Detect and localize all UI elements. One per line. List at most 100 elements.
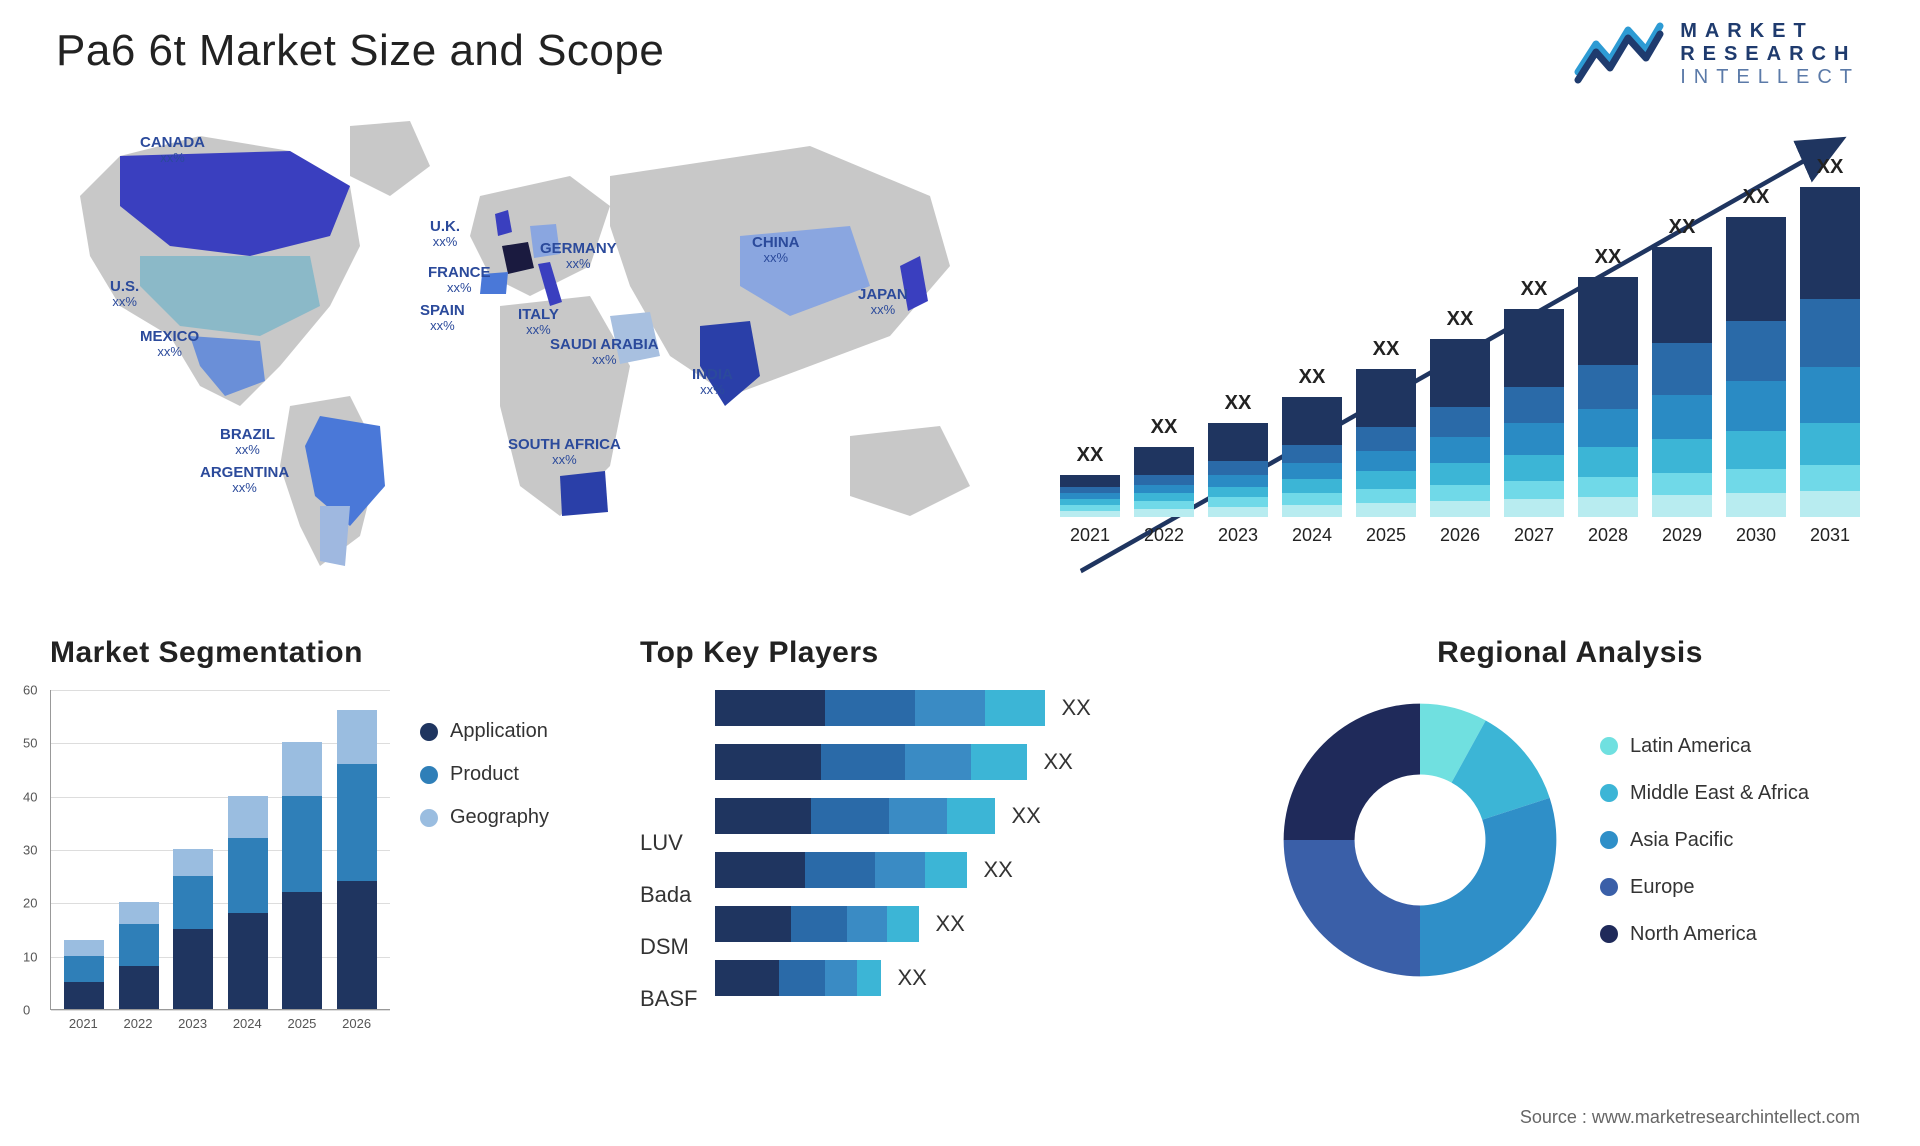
growth-bar-segment: [1208, 461, 1268, 475]
key-player-bar-row: XX: [715, 960, 1090, 996]
segmentation-bar-segment: [64, 940, 104, 956]
donut-legend-item: North America: [1600, 923, 1809, 946]
segmentation-bar-segment: [228, 838, 268, 913]
key-player-bar-segment: [887, 906, 919, 942]
brand-logo: MARKET RESEARCH INTELLECT: [1574, 20, 1860, 89]
key-player-bar-row: XX: [715, 852, 1090, 888]
growth-bar-segment: [1726, 381, 1786, 431]
growth-bar-segment: [1282, 479, 1342, 493]
segmentation-bar-segment: [173, 849, 213, 876]
growth-bar-segment: [1652, 495, 1712, 517]
key-player-bar-segment: [925, 852, 967, 888]
growth-bar-x-label: 2030: [1736, 525, 1776, 546]
map-label-spain: SPAINxx%: [420, 302, 465, 334]
growth-bar-segment: [1800, 299, 1860, 367]
key-player-bar-segment: [715, 960, 779, 996]
growth-bar-x-label: 2026: [1440, 525, 1480, 546]
map-region-south_africa: [560, 471, 608, 516]
legend-dot-icon: [1600, 925, 1618, 943]
growth-bar-segment: [1282, 463, 1342, 479]
growth-bar-segment: [1504, 387, 1564, 423]
key-players-panel: Top Key Players LUVBadaDSMBASF XXXXXXXXX…: [640, 636, 1240, 1056]
key-player-bar-segment: [971, 744, 1027, 780]
growth-bar-value-label: XX: [1225, 392, 1252, 415]
growth-bar-segment: [1800, 187, 1860, 299]
donut-legend-item: Middle East & Africa: [1600, 782, 1809, 805]
growth-bar-segment: [1060, 511, 1120, 517]
key-player-bar-row: XX: [715, 744, 1090, 780]
segmentation-legend: ApplicationProductGeography: [420, 720, 549, 829]
donut-slice-europe: [1284, 840, 1420, 976]
donut-area: Latin AmericaMiddle East & AfricaAsia Pa…: [1270, 690, 1870, 990]
growth-bar-segment: [1578, 447, 1638, 477]
growth-bar-segment: [1356, 369, 1416, 427]
segmentation-y-tick-label: 40: [23, 789, 37, 804]
legend-label: Product: [450, 763, 519, 786]
key-player-bar-segment: [715, 906, 791, 942]
segmentation-panel: Market Segmentation 0102030405060 2021 20…: [50, 636, 610, 1056]
growth-bar-segment: [1134, 447, 1194, 475]
growth-bar-segment: [1282, 445, 1342, 463]
key-player-bar-segment: [791, 906, 847, 942]
segmentation-bar-segment: [337, 881, 377, 1009]
segmentation-bar-segment: [228, 796, 268, 839]
key-player-bar-segment: [915, 690, 985, 726]
growth-bar-segment: [1800, 491, 1860, 517]
world-map: CANADAxx%U.S.xx%MEXICOxx%BRAZILxx%ARGENT…: [50, 106, 1010, 606]
growth-bar-segment: [1356, 471, 1416, 489]
key-player-bar-segment: [821, 744, 905, 780]
key-player-bar-segment: [715, 798, 811, 834]
growth-bar-x-label: 2022: [1144, 525, 1184, 546]
logo-wordmark: MARKET RESEARCH INTELLECT: [1680, 20, 1860, 89]
key-player-bar-segment: [825, 960, 857, 996]
growth-bar-segment: [1430, 463, 1490, 485]
growth-bar-x-label: 2027: [1514, 525, 1554, 546]
segmentation-x-tick-label: 2026: [337, 1016, 377, 1031]
growth-bar-segment: [1800, 423, 1860, 465]
growth-bar-x-label: 2023: [1218, 525, 1258, 546]
growth-bar-segment: [1652, 247, 1712, 343]
key-player-bar-segment: [805, 852, 875, 888]
segmentation-y-tick-label: 60: [23, 683, 37, 698]
key-player-name: BASF: [640, 986, 697, 1012]
growth-bar-2022: XX2022: [1134, 416, 1194, 546]
growth-bar-segment: [1208, 497, 1268, 507]
donut-slice-asia-pacific: [1420, 798, 1556, 977]
segmentation-x-tick-label: 2022: [118, 1016, 158, 1031]
key-player-value-label: XX: [897, 965, 926, 991]
bottom-row: Market Segmentation 0102030405060 2021 20…: [50, 636, 1870, 1056]
key-players-area: LUVBadaDSMBASF XXXXXXXXXXXX: [640, 690, 1240, 1012]
segmentation-x-tick-label: 2023: [173, 1016, 213, 1031]
growth-bar-segment: [1504, 481, 1564, 499]
segmentation-y-tick-label: 30: [23, 843, 37, 858]
key-player-bar-segment: [825, 690, 915, 726]
growth-bar-segment: [1578, 365, 1638, 409]
growth-bar-segment: [1356, 427, 1416, 451]
key-player-value-label: XX: [935, 911, 964, 937]
map-label-germany: GERMANYxx%: [540, 240, 617, 272]
market-growth-chart: XX2021XX2022XX2023XX2024XX2025XX2026XX20…: [1050, 106, 1870, 606]
page-root: Pa6 6t Market Size and Scope MARKET RESE…: [0, 0, 1920, 1146]
key-players-bars: XXXXXXXXXXXX: [715, 690, 1090, 996]
donut-legend-item: Europe: [1600, 876, 1809, 899]
growth-bar-segment: [1356, 503, 1416, 517]
legend-dot-icon: [1600, 737, 1618, 755]
map-label-canada: CANADAxx%: [140, 134, 205, 166]
segmentation-bar-segment: [337, 710, 377, 763]
segmentation-chart: 0102030405060: [50, 690, 390, 1010]
growth-bar-2021: XX2021: [1060, 444, 1120, 546]
key-player-name: LUV: [640, 830, 697, 856]
segmentation-x-tick-label: 2021: [63, 1016, 103, 1031]
growth-bar-2029: XX2029: [1652, 216, 1712, 546]
segmentation-y-tick-label: 10: [23, 949, 37, 964]
key-player-value-label: XX: [983, 857, 1012, 883]
legend-dot-icon: [420, 809, 438, 827]
segmentation-y-tick-label: 0: [23, 1003, 30, 1018]
donut-chart: [1270, 690, 1570, 990]
world-map-panel: CANADAxx%U.S.xx%MEXICOxx%BRAZILxx%ARGENT…: [50, 106, 1010, 606]
segmentation-title: Market Segmentation: [50, 636, 610, 670]
key-player-bar-segment: [889, 798, 947, 834]
growth-bar-segment: [1430, 437, 1490, 463]
legend-label: North America: [1630, 923, 1757, 946]
growth-bar-value-label: XX: [1743, 186, 1770, 209]
